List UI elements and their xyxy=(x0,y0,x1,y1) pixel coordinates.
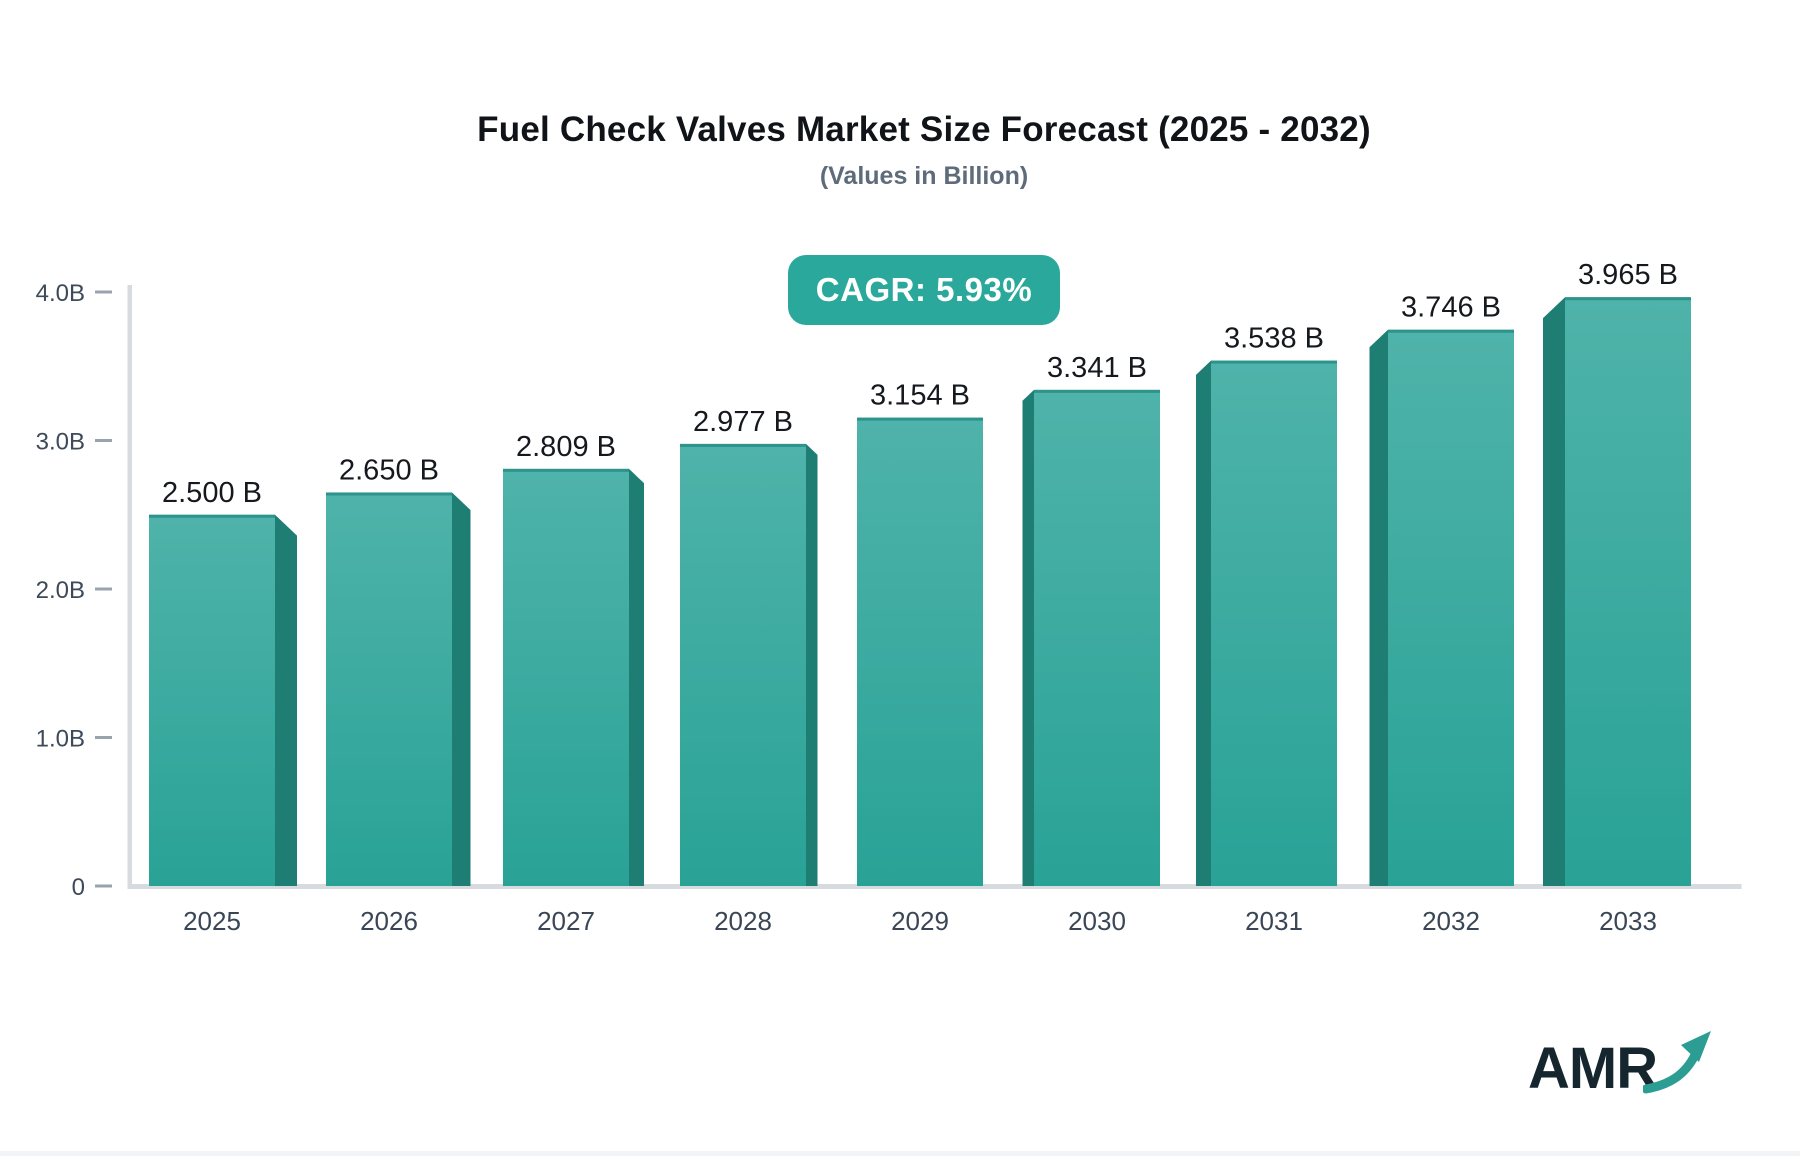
bar-top-edge xyxy=(1211,360,1337,364)
bar-top-edge xyxy=(149,514,275,518)
x-axis-line xyxy=(127,884,1742,889)
bar-value-label: 2.977 B xyxy=(693,406,793,438)
bar-top-edge xyxy=(326,492,452,496)
y-tick-label: 0 xyxy=(72,874,85,901)
bar-value-label: 3.341 B xyxy=(1047,352,1147,384)
bar-value-label: 2.500 B xyxy=(162,477,262,509)
chart-title: Fuel Check Valves Market Size Forecast (… xyxy=(477,110,1371,149)
bar-side-face xyxy=(275,514,297,886)
bar-value-label: 3.154 B xyxy=(870,380,970,412)
amr-logo: AMR xyxy=(1528,1030,1717,1098)
bar-face xyxy=(149,514,275,886)
bar-face xyxy=(1034,389,1160,886)
bar-top-edge xyxy=(1565,297,1691,301)
bar-top-edge xyxy=(1388,329,1514,333)
bar-side-face xyxy=(1543,297,1565,886)
amr-logo-text: AMR xyxy=(1528,1036,1658,1101)
y-tick-label: 3.0B xyxy=(36,429,85,456)
chart-subtitle: (Values in Billion) xyxy=(819,162,1029,190)
cagr-badge: CAGR: 5.93% xyxy=(788,255,1060,325)
chart-header: Fuel Check Valves Market Size Forecast (… xyxy=(48,110,1800,191)
y-tick-label: 1.0B xyxy=(36,726,85,753)
bar-face xyxy=(503,468,629,886)
bar-value-label: 3.965 B xyxy=(1578,259,1678,291)
x-tick-label: 2032 xyxy=(1422,906,1480,936)
bottom-edge xyxy=(0,1151,1800,1156)
y-tick-label: 2.0B xyxy=(36,577,85,604)
bar-face xyxy=(1388,329,1514,886)
bar-side-face xyxy=(452,492,471,886)
x-tick-label: 2025 xyxy=(183,906,241,936)
bar-face xyxy=(857,417,983,886)
bar-side-face xyxy=(1369,329,1388,886)
bar-top-edge xyxy=(503,468,629,472)
bar-face xyxy=(326,492,452,886)
bar-side-face xyxy=(1196,360,1211,886)
bar-value-label: 3.746 B xyxy=(1401,292,1501,324)
y-tick-label: 4.0B xyxy=(36,280,85,307)
x-tick-label: 2026 xyxy=(360,906,418,936)
bar-top-edge xyxy=(1034,389,1160,393)
y-axis-line xyxy=(127,285,132,886)
bar-top-edge xyxy=(680,443,806,447)
x-tick-label: 2030 xyxy=(1068,906,1126,936)
bar-value-label: 3.538 B xyxy=(1224,323,1324,355)
bar-side-face xyxy=(806,443,818,886)
x-tick-label: 2029 xyxy=(891,906,949,936)
x-tick-label: 2031 xyxy=(1245,906,1303,936)
bar-face xyxy=(1565,297,1691,886)
x-tick-label: 2033 xyxy=(1599,906,1657,936)
bar-value-label: 2.809 B xyxy=(516,431,616,463)
bar-side-face xyxy=(1022,389,1034,886)
cagr-badge-label: CAGR: 5.93% xyxy=(815,271,1033,308)
bar-face xyxy=(680,443,806,886)
x-tick-label: 2027 xyxy=(537,906,595,936)
bar-side-face xyxy=(629,468,644,886)
x-tick-label: 2028 xyxy=(714,906,772,936)
bar-face xyxy=(1211,360,1337,886)
trend-up-arrow-icon xyxy=(1643,1031,1712,1094)
bar-value-label: 2.650 B xyxy=(339,454,439,486)
bar-top-edge xyxy=(857,417,983,421)
